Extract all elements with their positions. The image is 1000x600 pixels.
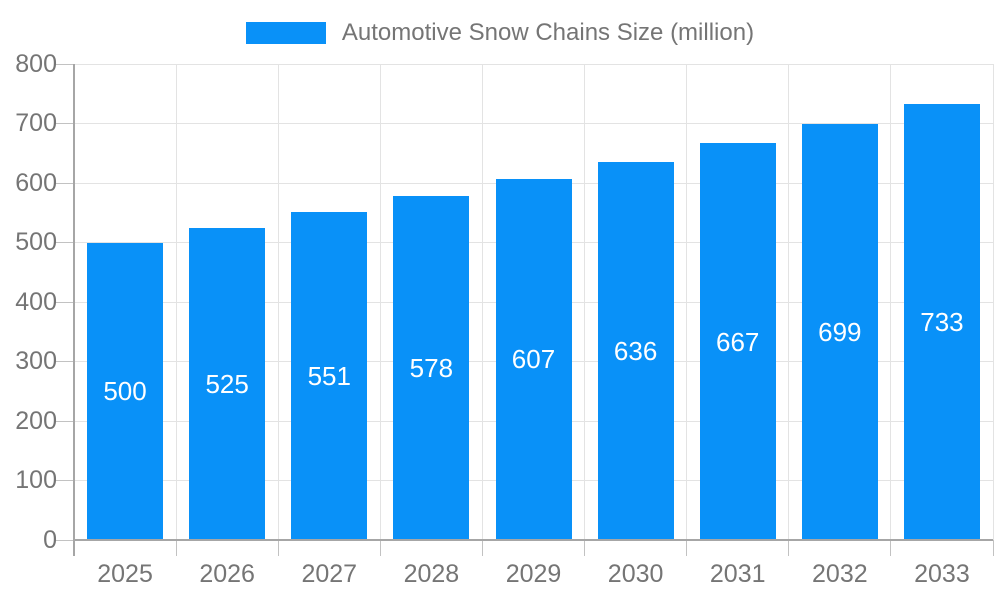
v-gridline xyxy=(277,64,279,540)
x-tick-label: 2032 xyxy=(812,560,868,588)
x-axis-line xyxy=(74,539,993,541)
y-axis-tick xyxy=(56,301,74,303)
x-axis-tick xyxy=(992,540,994,556)
x-tick-label: 2028 xyxy=(403,560,460,588)
y-axis-tick xyxy=(56,420,74,422)
bar xyxy=(291,212,368,540)
bar-value-label: 525 xyxy=(205,368,249,399)
bar-value-label: 733 xyxy=(920,306,964,337)
y-tick-label: 100 xyxy=(15,466,57,494)
v-gridline xyxy=(481,64,483,540)
y-axis-tick xyxy=(56,539,74,541)
bar-value-label: 699 xyxy=(818,317,862,348)
bar xyxy=(699,143,776,540)
x-axis-tick xyxy=(584,540,586,556)
x-tick-label: 2025 xyxy=(97,560,153,588)
bar xyxy=(393,196,470,540)
legend-label: Automotive Snow Chains Size (million) xyxy=(341,19,755,46)
bar xyxy=(597,161,674,540)
y-tick-label: 400 xyxy=(15,287,57,316)
bar-value-label: 578 xyxy=(409,353,454,384)
v-gridline xyxy=(992,64,994,540)
bar xyxy=(87,242,164,540)
v-gridline xyxy=(890,64,892,540)
bar xyxy=(903,103,980,540)
legend[interactable]: Automotive Snow Chains Size (million) xyxy=(0,21,1000,45)
x-axis-tick xyxy=(890,540,892,556)
v-gridline xyxy=(686,64,688,540)
x-tick-label: 2026 xyxy=(199,560,255,588)
x-tick-label: 2033 xyxy=(914,560,970,588)
y-axis-tick xyxy=(56,480,74,481)
legend-swatch xyxy=(245,22,326,44)
y-axis-tick xyxy=(56,361,74,362)
x-tick-label: 2029 xyxy=(505,560,562,588)
bar-value-label: 607 xyxy=(511,344,556,375)
y-axis-line xyxy=(73,64,75,556)
x-tick-label: 2030 xyxy=(607,560,664,588)
y-tick-label: 200 xyxy=(15,406,57,435)
h-gridline xyxy=(74,123,993,124)
v-gridline xyxy=(584,64,586,540)
y-axis-tick xyxy=(56,63,74,65)
y-tick-label: 300 xyxy=(15,347,57,375)
bar xyxy=(189,227,266,540)
bar xyxy=(495,178,572,540)
x-tick-label: 2027 xyxy=(301,560,358,588)
x-axis-tick xyxy=(686,540,688,556)
y-tick-label: 800 xyxy=(15,49,57,78)
x-tick-label: 2031 xyxy=(709,560,766,588)
x-axis-tick xyxy=(788,540,790,556)
bar-value-label: 636 xyxy=(613,335,658,366)
x-axis-tick xyxy=(175,540,177,556)
y-axis-tick xyxy=(56,242,74,243)
bar xyxy=(801,124,878,540)
y-tick-label: 0 xyxy=(43,525,57,554)
h-gridline xyxy=(74,63,993,65)
v-gridline xyxy=(788,64,790,540)
y-tick-label: 500 xyxy=(15,228,57,256)
v-gridline xyxy=(175,64,177,540)
y-tick-label: 600 xyxy=(15,168,57,197)
bar-value-label: 551 xyxy=(307,361,351,392)
bar-value-label: 667 xyxy=(716,326,760,357)
x-axis-tick xyxy=(277,540,279,556)
y-axis-tick xyxy=(56,123,74,124)
y-tick-label: 700 xyxy=(15,109,57,137)
bar-value-label: 500 xyxy=(103,376,147,407)
x-axis-tick xyxy=(379,540,381,556)
x-axis-tick xyxy=(481,540,483,556)
y-axis-tick xyxy=(56,182,74,184)
v-gridline xyxy=(379,64,381,540)
